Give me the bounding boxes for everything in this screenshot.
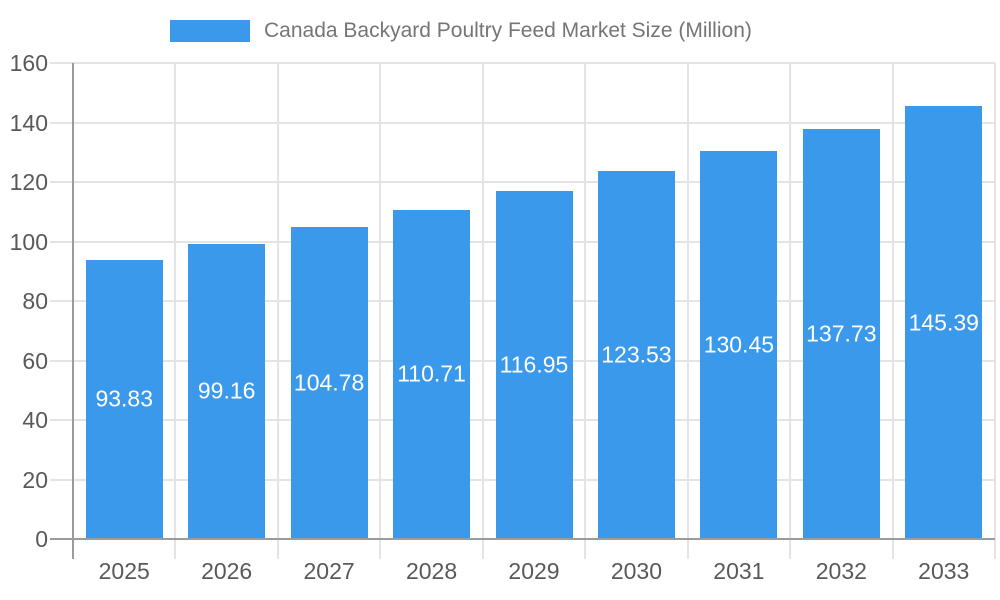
bar: 110.71 bbox=[393, 209, 471, 539]
plot-area: 0 20 40 60 80 100 120 140 160 93.83 2025 99.16 2026 1… bbox=[10, 50, 996, 584]
bar-value-label: 104.78 bbox=[293, 369, 365, 396]
x-tick-label: 2026 bbox=[201, 558, 253, 584]
x-tick-label: 2027 bbox=[303, 558, 355, 584]
v-gridline bbox=[174, 63, 177, 559]
h-gridline bbox=[50, 62, 995, 64]
y-tick-label: 80 bbox=[22, 288, 48, 314]
v-gridline bbox=[379, 63, 382, 559]
bar-value-label: 145.39 bbox=[908, 309, 979, 336]
y-tick-label: 40 bbox=[22, 407, 48, 433]
x-tick-label: 2033 bbox=[918, 558, 970, 584]
y-tick-label: 60 bbox=[22, 347, 48, 374]
x-tick-label: 2025 bbox=[98, 558, 150, 584]
x-tick-label: 2032 bbox=[815, 558, 867, 584]
x-tick-label: 2028 bbox=[405, 558, 458, 584]
y-tick-label: 160 bbox=[9, 50, 48, 76]
bar: 130.45 bbox=[700, 150, 778, 539]
chart-legend: Canada Backyard Poultry Feed Market Size… bbox=[170, 19, 752, 43]
bar-value-label: 110.71 bbox=[397, 360, 466, 387]
bar: 145.39 bbox=[905, 106, 983, 539]
legend-label: Canada Backyard Poultry Feed Market Size… bbox=[264, 19, 752, 42]
v-gridline bbox=[891, 63, 894, 559]
bar: 104.78 bbox=[290, 227, 368, 539]
v-gridline bbox=[994, 63, 996, 559]
x-tick-label: 2031 bbox=[713, 558, 765, 584]
y-tick-label: 100 bbox=[9, 228, 48, 255]
bar: 99.16 bbox=[188, 243, 266, 539]
v-gridline bbox=[686, 63, 689, 559]
bar-value-label: 99.16 bbox=[197, 377, 256, 404]
x-axis-line bbox=[50, 538, 995, 540]
bar-value-label: 116.95 bbox=[499, 351, 569, 378]
bar: 93.83 bbox=[85, 259, 163, 539]
v-gridline bbox=[584, 63, 587, 559]
bar-value-label: 130.45 bbox=[703, 331, 775, 358]
bar: 123.53 bbox=[597, 171, 675, 539]
v-gridline bbox=[276, 63, 279, 559]
y-tick-label: 0 bbox=[35, 526, 48, 552]
bar-value-label: 93.83 bbox=[95, 385, 153, 412]
legend-swatch bbox=[170, 20, 250, 42]
y-tick-label: 120 bbox=[9, 169, 48, 195]
v-gridline bbox=[789, 63, 792, 559]
y-axis-line bbox=[72, 63, 74, 559]
bar-value-label: 137.73 bbox=[806, 320, 877, 347]
v-gridline bbox=[481, 63, 484, 559]
h-gridline bbox=[50, 121, 995, 124]
x-tick-label: 2030 bbox=[610, 558, 663, 584]
bar: 137.73 bbox=[802, 129, 880, 539]
bar-value-label: 123.53 bbox=[601, 341, 672, 368]
x-tick-label: 2029 bbox=[508, 558, 560, 584]
h-gridline bbox=[50, 181, 995, 183]
y-tick-label: 20 bbox=[22, 466, 48, 493]
bar: 116.95 bbox=[495, 191, 573, 539]
y-tick-label: 140 bbox=[9, 109, 48, 136]
